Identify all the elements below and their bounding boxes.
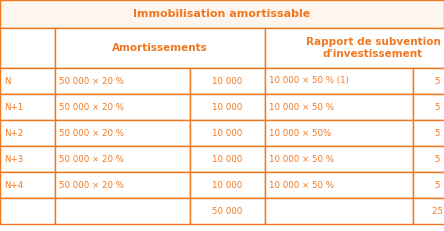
Bar — [55, 198, 190, 224]
Bar — [265, 94, 413, 120]
Bar — [0, 28, 55, 68]
Bar — [265, 198, 413, 224]
Text: 10 000: 10 000 — [212, 76, 242, 85]
Text: Rapport de subvention
d'investissement: Rapport de subvention d'investissement — [305, 37, 440, 59]
Text: Immobilisation amortissable: Immobilisation amortissable — [133, 9, 311, 19]
Text: 5 000: 5 000 — [435, 128, 444, 137]
Text: 50 000 × 20 %: 50 000 × 20 % — [59, 155, 124, 164]
Bar — [55, 28, 265, 68]
Text: 10 000: 10 000 — [212, 180, 242, 189]
Bar — [0, 0, 444, 28]
Bar — [265, 68, 413, 94]
Text: 50 000: 50 000 — [212, 207, 242, 216]
Bar — [265, 172, 413, 198]
Bar — [55, 146, 190, 172]
Text: N+1: N+1 — [4, 103, 23, 112]
Bar — [265, 146, 413, 172]
Text: N+2: N+2 — [4, 128, 23, 137]
Bar — [265, 120, 413, 146]
Bar — [0, 68, 55, 94]
Text: 25 000: 25 000 — [432, 207, 444, 216]
Text: 10 000 × 50 %: 10 000 × 50 % — [269, 103, 334, 112]
Bar — [0, 172, 55, 198]
Bar — [0, 146, 55, 172]
Bar — [55, 120, 190, 146]
Bar — [413, 68, 444, 94]
Text: 10 000 × 50%: 10 000 × 50% — [269, 128, 331, 137]
Text: N: N — [4, 76, 11, 85]
Bar — [0, 94, 55, 120]
Bar — [413, 146, 444, 172]
Bar — [190, 94, 265, 120]
Bar — [190, 172, 265, 198]
Text: 10 000: 10 000 — [212, 103, 242, 112]
Text: 10 000: 10 000 — [212, 128, 242, 137]
Text: 50 000 × 20 %: 50 000 × 20 % — [59, 128, 124, 137]
Text: 5 000: 5 000 — [435, 103, 444, 112]
Bar — [265, 28, 444, 68]
Text: N+4: N+4 — [4, 180, 23, 189]
Text: 50 000 × 20 %: 50 000 × 20 % — [59, 180, 124, 189]
Text: 10 000 × 50 %: 10 000 × 50 % — [269, 180, 334, 189]
Bar — [55, 172, 190, 198]
Bar — [413, 94, 444, 120]
Bar — [190, 198, 265, 224]
Text: N+3: N+3 — [4, 155, 23, 164]
Bar — [413, 198, 444, 224]
Text: 50 000 × 20 %: 50 000 × 20 % — [59, 103, 124, 112]
Bar — [190, 120, 265, 146]
Bar — [413, 172, 444, 198]
Text: 10 000 × 50 % (1): 10 000 × 50 % (1) — [269, 76, 349, 85]
Bar — [55, 68, 190, 94]
Bar — [0, 198, 55, 224]
Bar — [55, 94, 190, 120]
Bar — [0, 120, 55, 146]
Text: 5 000: 5 000 — [435, 76, 444, 85]
Bar — [190, 146, 265, 172]
Bar — [413, 120, 444, 146]
Text: 10 000: 10 000 — [212, 155, 242, 164]
Text: 5 000: 5 000 — [435, 155, 444, 164]
Bar — [190, 68, 265, 94]
Text: 50 000 × 20 %: 50 000 × 20 % — [59, 76, 124, 85]
Text: 10 000 × 50 %: 10 000 × 50 % — [269, 155, 334, 164]
Text: 5 000: 5 000 — [435, 180, 444, 189]
Text: Amortissements: Amortissements — [112, 43, 208, 53]
